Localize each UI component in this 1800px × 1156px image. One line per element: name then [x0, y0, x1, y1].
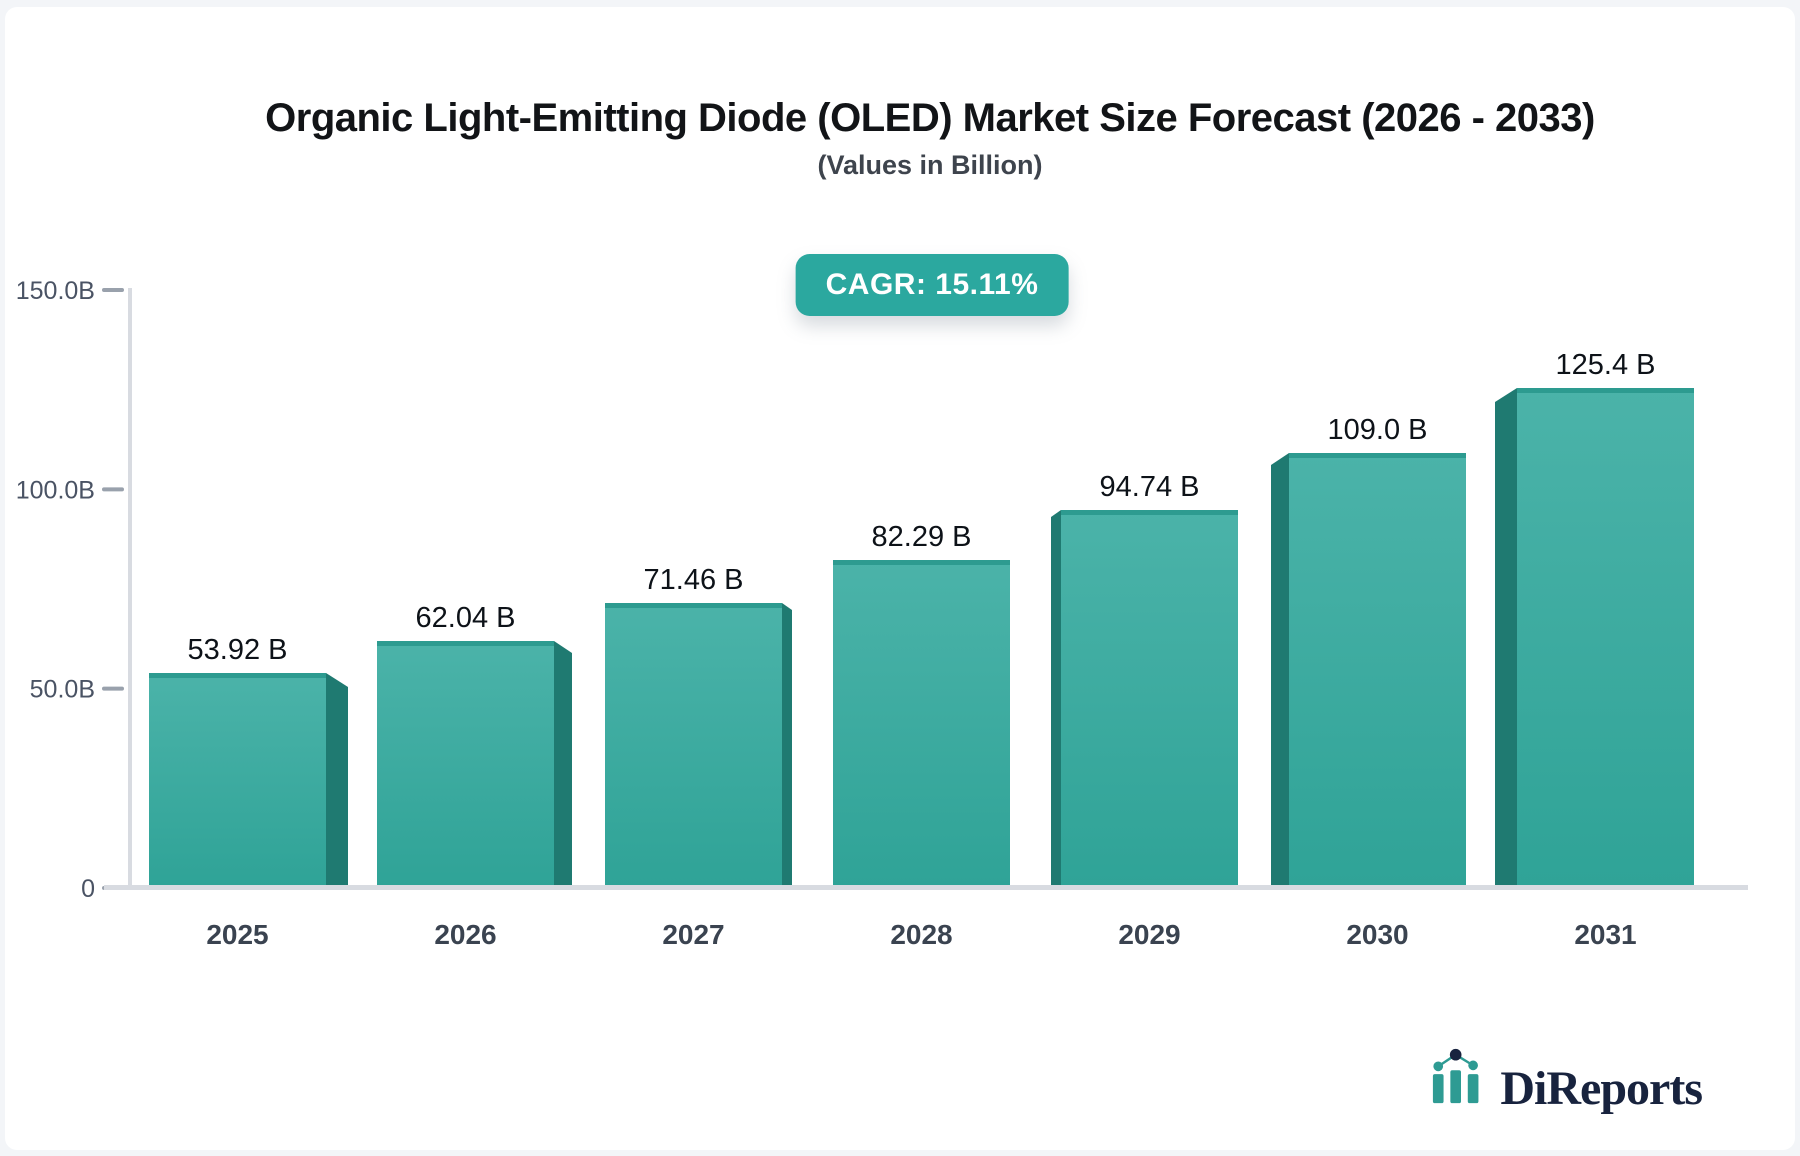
bar-2025[interactable]	[149, 673, 326, 887]
y-tick-label: 0	[81, 875, 95, 903]
x-axis-label: 2026	[434, 919, 496, 950]
bar-value-label: 62.04 B	[416, 602, 516, 634]
x-axis-label: 2031	[1574, 919, 1636, 950]
y-tick-label: 100.0B	[16, 476, 95, 504]
bar-side-3d[interactable]	[1271, 453, 1289, 887]
bar-2028[interactable]	[833, 560, 1010, 887]
bar-top-edge	[377, 641, 554, 646]
bar-top-edge	[149, 673, 326, 678]
direports-logo-text: DiReports	[1500, 1061, 1703, 1115]
bar-side-3d[interactable]	[1495, 388, 1517, 887]
y-tick-mark	[102, 288, 124, 292]
bar-2029[interactable]	[1061, 510, 1238, 887]
y-tick-mark	[102, 487, 124, 492]
bar-top-edge	[1289, 453, 1466, 458]
bar-2027[interactable]	[605, 603, 782, 887]
bar-value-label: 82.29 B	[872, 521, 972, 553]
bar-value-label: 71.46 B	[644, 564, 744, 596]
x-axis-label: 2027	[662, 919, 724, 950]
bar-side-3d[interactable]	[1051, 510, 1061, 887]
x-axis-label: 2030	[1346, 919, 1408, 950]
bar-2030[interactable]	[1289, 453, 1466, 887]
bar-top-edge	[605, 603, 782, 608]
direports-logo: DiReports	[1430, 1046, 1703, 1115]
bar-2026[interactable]	[377, 641, 554, 887]
bar-2031[interactable]	[1517, 388, 1694, 887]
bar-value-label: 125.4 B	[1556, 349, 1656, 381]
cagr-badge: CAGR: 15.11%	[795, 254, 1069, 316]
bar-value-label: 53.92 B	[188, 634, 288, 666]
chart-title: Organic Light-Emitting Diode (OLED) Mark…	[265, 96, 1595, 140]
x-axis-baseline	[104, 885, 1748, 890]
bar-value-label: 94.74 B	[1100, 471, 1200, 503]
y-tick-label: 50.0B	[30, 676, 95, 704]
bar-value-label: 109.0 B	[1328, 414, 1428, 446]
x-axis-label: 2029	[1118, 919, 1180, 950]
bar-side-3d[interactable]	[326, 673, 348, 887]
y-tick-label: 150.0B	[16, 277, 95, 305]
chart-subtitle: (Values in Billion)	[817, 150, 1043, 180]
direports-logo-icon	[1433, 1048, 1479, 1104]
bar-top-edge	[1061, 510, 1238, 515]
y-tick-mark	[102, 686, 124, 691]
bar-side-3d[interactable]	[554, 641, 572, 887]
y-axis-line	[128, 288, 132, 890]
x-axis-label: 2025	[206, 919, 268, 950]
x-axis-label: 2028	[890, 919, 952, 950]
bar-side-3d[interactable]	[782, 603, 792, 887]
bar-top-edge	[1517, 388, 1694, 393]
bar-top-edge	[833, 560, 1010, 565]
